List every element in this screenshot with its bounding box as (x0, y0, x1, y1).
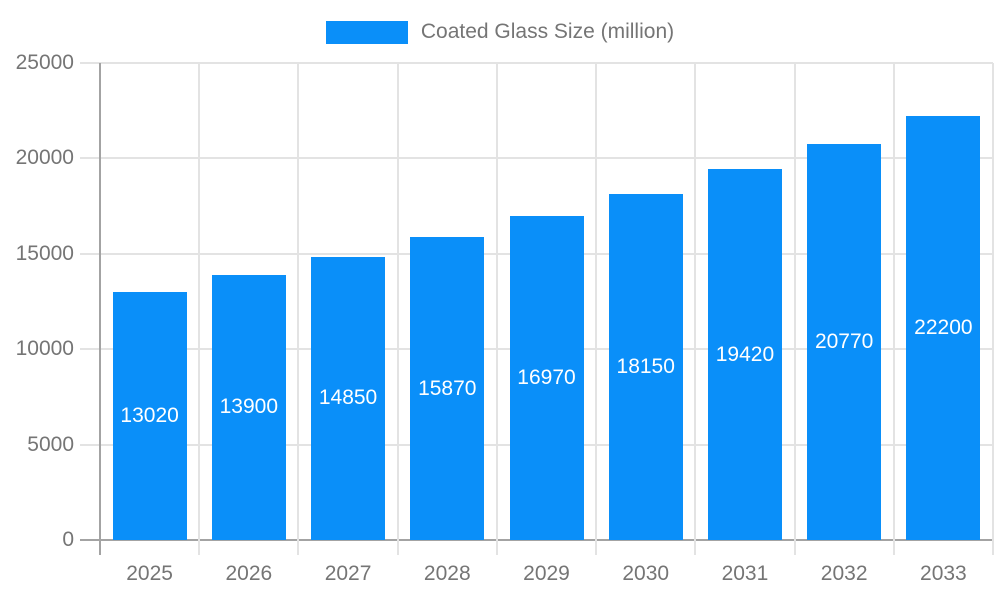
bar-value-label: 14850 (318, 386, 378, 410)
bar-value-label: 16970 (517, 366, 576, 390)
bar-value-label: 13020 (120, 403, 179, 427)
x-axis-baseline (80, 539, 993, 541)
x-axis-tick-label: 2031 (721, 562, 769, 585)
x-gridline (297, 63, 300, 555)
y-axis-line (99, 63, 101, 555)
x-gridline (396, 63, 399, 555)
bar-2026[interactable]: 13900 (211, 274, 286, 540)
bar-value-label: 15870 (418, 376, 477, 400)
x-gridline (793, 63, 796, 555)
bar-value-label: 22200 (914, 316, 973, 340)
y-axis-tick-label: 5000 (27, 432, 74, 456)
bar-value-label: 19420 (715, 342, 775, 366)
bar-2030[interactable]: 18150 (608, 193, 683, 540)
x-gridline (495, 63, 498, 555)
x-axis-tick-label: 2028 (423, 562, 471, 585)
bar-2029[interactable]: 16970 (509, 216, 584, 540)
x-axis-tick-label: 2027 (324, 562, 372, 585)
x-axis-tick-label: 2029 (523, 562, 570, 585)
x-gridline (992, 63, 994, 555)
bar-2025[interactable]: 13020 (112, 291, 187, 540)
bar-value-label: 13900 (219, 395, 279, 419)
y-gridline (80, 62, 993, 64)
x-gridline (198, 63, 201, 555)
bar-2031[interactable]: 19420 (707, 169, 782, 540)
bar-2032[interactable]: 20770 (807, 143, 882, 540)
x-gridline (595, 63, 598, 555)
x-axis-tick-label: 2032 (820, 562, 868, 585)
chart-legend[interactable]: Coated Glass Size (million) (0, 16, 1000, 48)
legend-label: Coated Glass Size (million) (420, 20, 675, 43)
y-axis-tick-label: 15000 (15, 241, 74, 265)
x-axis-tick-label: 2026 (225, 562, 273, 585)
x-gridline (892, 63, 895, 555)
x-axis-tick-label: 2025 (126, 562, 173, 585)
x-axis-tick-label: 2030 (622, 562, 670, 585)
y-gridline (80, 157, 993, 160)
y-axis-tick-label: 25000 (15, 51, 74, 74)
x-axis-tick-label: 2033 (920, 562, 967, 585)
y-axis-tick-label: 10000 (15, 337, 74, 361)
x-gridline (694, 63, 697, 555)
bar-2028[interactable]: 15870 (410, 237, 485, 540)
bar-value-label: 20770 (814, 329, 874, 353)
y-axis-tick-label: 20000 (15, 146, 74, 170)
bar-2033[interactable]: 22200 (906, 116, 981, 540)
legend-swatch (325, 20, 408, 44)
bar-value-label: 18150 (616, 354, 675, 378)
bar-2027[interactable]: 14850 (311, 256, 386, 540)
y-axis-tick-label: 0 (62, 528, 74, 551)
